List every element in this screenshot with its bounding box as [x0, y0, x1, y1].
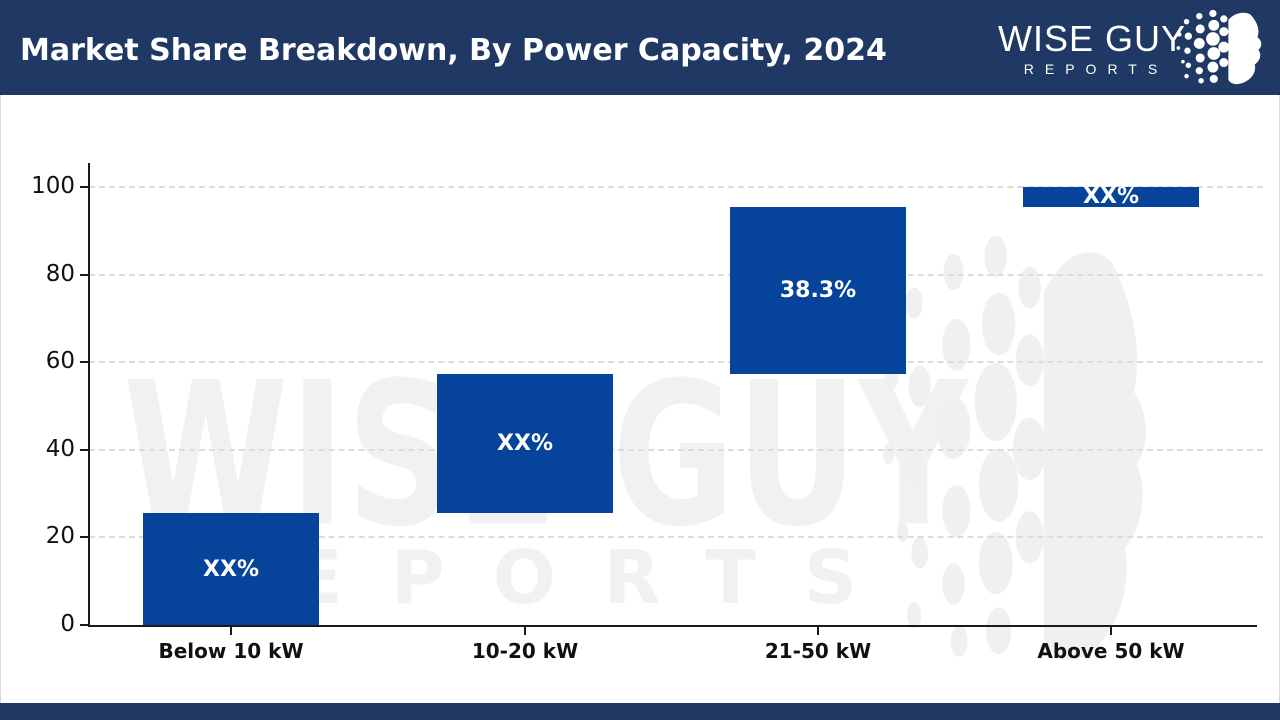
x-category-label: 21-50 kW: [764, 639, 872, 663]
chart-canvas: WISE GUY REPORTS 0 20 40 60 80 100 XX% Below 10…: [0, 95, 1280, 703]
gridline-20: [89, 536, 1263, 539]
header-bar: Market Share Breakdown, By Power Capacit…: [0, 0, 1280, 95]
x-tick-2: [817, 627, 819, 635]
bar-above-50-kw: XX%: [1023, 184, 1199, 210]
footer-bar: [0, 703, 1280, 720]
gridline-100: [89, 186, 1263, 188]
y-tick-label: 40: [45, 435, 75, 462]
y-tick-20: [80, 536, 89, 539]
y-tick-0: [80, 624, 89, 626]
brand-logo: WISE GUY REPORTS: [992, 4, 1272, 91]
y-tick-label: 80: [45, 260, 75, 287]
brand-subname: REPORTS: [1023, 61, 1169, 77]
y-tick-60: [80, 361, 89, 364]
bar-value-label: XX%: [497, 431, 553, 457]
y-axis-line: [88, 163, 90, 627]
gridline-80: [89, 273, 1263, 276]
y-tick-label: 20: [45, 523, 75, 550]
brand-name: WISE GUY: [997, 18, 1186, 59]
y-tick-40: [80, 448, 89, 451]
x-category-label: Below 10 kW: [158, 639, 304, 663]
x-tick-3: [1110, 627, 1112, 635]
bar-21-50-kw: 38.3%: [730, 206, 906, 375]
y-tick-100: [80, 186, 89, 188]
bar-value-label: 38.3%: [779, 278, 857, 304]
x-category-label: Above 50 kW: [1037, 639, 1185, 663]
brand-logo-text: WISE GUY REPORTS: [998, 18, 1186, 77]
bar-10-20-kw: XX%: [437, 374, 613, 514]
y-tick-label: 60: [45, 348, 75, 375]
gridline-40: [89, 448, 1263, 451]
gridline-60: [89, 361, 1263, 364]
page-title: Market Share Breakdown, By Power Capacit…: [20, 33, 887, 68]
x-tick-0: [230, 627, 232, 635]
watermark-face-dots-icon: [883, 235, 1146, 661]
y-tick-80: [80, 273, 89, 276]
x-tick-1: [524, 627, 526, 635]
brand-face-dots-icon: [1176, 9, 1262, 84]
y-tick-label: 0: [60, 611, 75, 637]
bar-below-10-kw: XX%: [143, 513, 319, 625]
bar-value-label: XX%: [203, 556, 259, 582]
x-axis-line: [88, 625, 1257, 627]
y-tick-label: 100: [31, 173, 75, 199]
bar-value-label: XX%: [1083, 184, 1139, 210]
x-category-label: 10-20 kW: [471, 639, 579, 663]
